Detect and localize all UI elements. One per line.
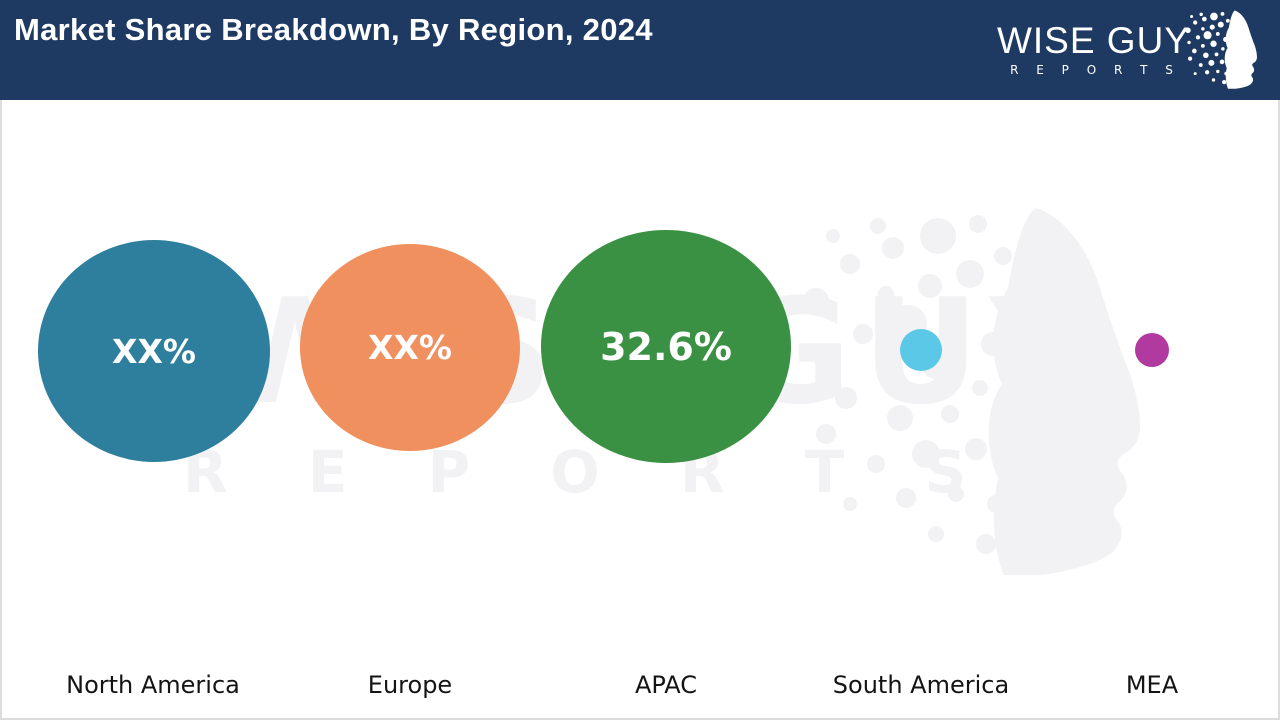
bubble-mea [1135,333,1169,367]
wiseguy-head-logo-icon [1185,10,1257,89]
bubble-south-america [900,329,942,371]
bubble-value-label: XX% [112,331,196,371]
bubble-value-label: 32.6% [600,324,732,369]
category-label-europe: Europe [367,671,453,699]
wiseguy-logo-text: WISE GUY R E P O R T S [996,19,1190,78]
header-bar: Market Share Breakdown, By Region, 2024 … [0,0,1280,100]
watermark-text-line2: R E P O R T S [183,438,997,506]
figure-frame [0,100,1280,720]
page-title: Market Share Breakdown, By Region, 2024 [14,12,653,47]
bubble-north-america: XX% [38,240,270,462]
watermark-head-icon [803,208,1140,575]
category-label-mea: MEA [1125,671,1179,699]
category-label-south-america: South America [832,671,1010,699]
category-label-apac: APAC [634,671,698,699]
wiseguy-logo: WISE GUY R E P O R T S [997,10,1264,89]
bubble-apac: 32.6% [541,230,791,463]
bubble-europe: XX% [300,244,520,451]
wiseguy-logo-subtitle: R E P O R T S [1010,63,1180,78]
bubble-value-label: XX% [368,328,452,367]
wiseguy-logo-name: WISE GUY [996,19,1190,61]
category-label-north-america: North America [66,671,240,699]
